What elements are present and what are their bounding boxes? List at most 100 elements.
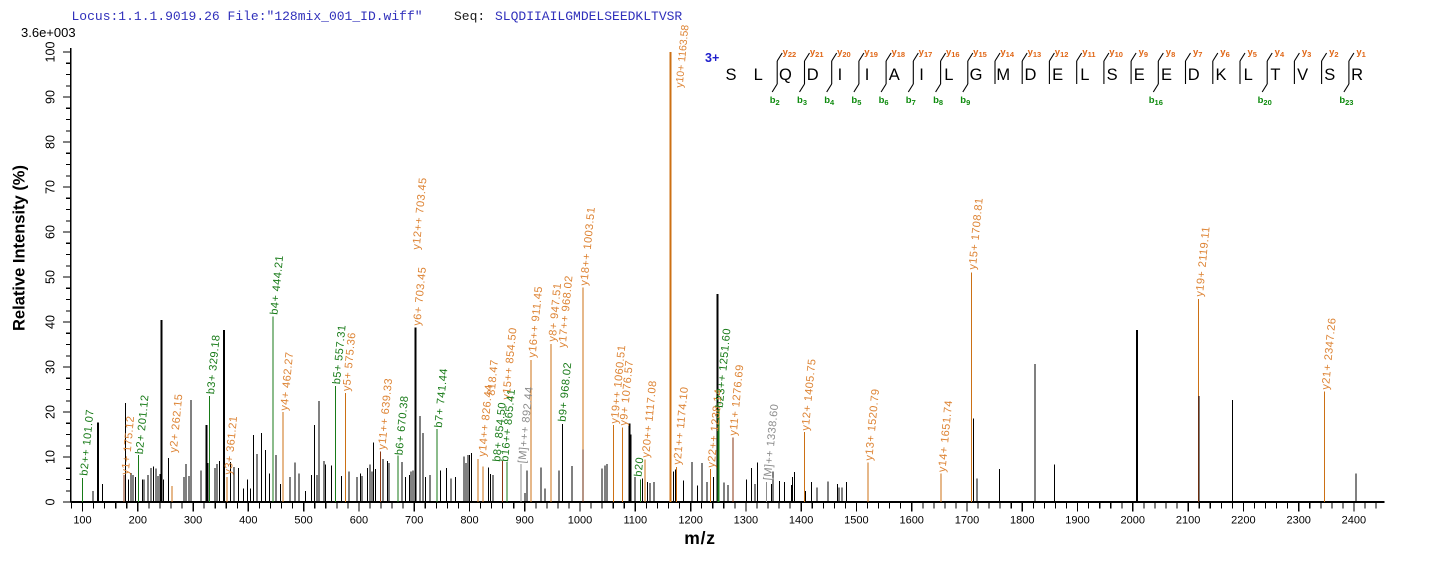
svg-text:y13: y13	[1028, 47, 1042, 59]
svg-text:b9: b9	[960, 95, 970, 107]
svg-text:y5+ 575.36: y5+ 575.36	[341, 332, 359, 392]
svg-text:3.6e+003: 3.6e+003	[21, 25, 76, 40]
svg-text:G: G	[970, 66, 983, 84]
svg-text:818.47: 818.47	[486, 359, 501, 396]
svg-text:30: 30	[44, 360, 58, 374]
svg-text:I: I	[919, 66, 924, 84]
svg-text:b7: b7	[906, 95, 916, 107]
svg-text:20: 20	[44, 405, 58, 419]
svg-text:b9+ 968.02: b9+ 968.02	[557, 362, 575, 423]
svg-text:b4: b4	[824, 95, 835, 107]
svg-text:E: E	[1134, 66, 1145, 84]
svg-text:I: I	[865, 66, 870, 84]
svg-text:2000: 2000	[1121, 515, 1145, 527]
svg-text:K: K	[1215, 66, 1226, 84]
svg-text:200: 200	[129, 515, 147, 527]
svg-text:Seq:: Seq:	[454, 9, 485, 24]
svg-text:y12: y12	[1055, 47, 1069, 59]
svg-text:m/z: m/z	[684, 528, 716, 548]
svg-text:R: R	[1351, 66, 1363, 84]
svg-text:1400: 1400	[789, 515, 813, 527]
svg-text:y8+ 947.51: y8+ 947.51	[547, 282, 565, 342]
svg-text:E: E	[1052, 66, 1063, 84]
svg-text:y7: y7	[1193, 47, 1202, 59]
svg-text:b5+ 557.31: b5+ 557.31	[331, 324, 349, 385]
svg-text:1800: 1800	[1010, 515, 1034, 527]
svg-text:Relative Intensity (%): Relative Intensity (%)	[11, 165, 29, 331]
svg-text:400: 400	[239, 515, 257, 527]
svg-text:Locus:1.1.1.9019.26 File:"128m: Locus:1.1.1.9019.26 File:"128mix_001_ID.…	[72, 9, 423, 24]
svg-text:1500: 1500	[844, 515, 868, 527]
svg-text:y2+ 262.15: y2+ 262.15	[168, 393, 186, 453]
svg-text:b5: b5	[851, 95, 861, 107]
svg-text:L: L	[1244, 66, 1253, 84]
svg-text:b6+ 670.38: b6+ 670.38	[393, 395, 411, 456]
svg-text:A: A	[889, 66, 900, 84]
svg-text:T: T	[1270, 66, 1280, 84]
svg-text:y22: y22	[783, 47, 797, 59]
svg-text:y16: y16	[946, 47, 960, 59]
svg-text:y21: y21	[810, 47, 824, 59]
svg-text:y3: y3	[1302, 47, 1311, 59]
svg-text:3+: 3+	[705, 51, 719, 65]
svg-text:b8+ 854.50: b8+ 854.50	[491, 402, 509, 463]
svg-text:y6: y6	[1220, 47, 1229, 59]
svg-text:b4+ 444.21: b4+ 444.21	[268, 255, 286, 316]
svg-text:2400: 2400	[1342, 515, 1366, 527]
svg-text:D: D	[1024, 66, 1036, 84]
svg-text:70: 70	[44, 180, 58, 194]
svg-text:500: 500	[294, 515, 312, 527]
svg-text:40: 40	[44, 315, 58, 329]
svg-text:2100: 2100	[1176, 515, 1200, 527]
svg-text:b2: b2	[770, 95, 780, 107]
svg-text:600: 600	[350, 515, 368, 527]
svg-text:y3+ 361.21: y3+ 361.21	[222, 415, 240, 475]
svg-text:Q: Q	[779, 66, 792, 84]
svg-text:900: 900	[516, 515, 534, 527]
svg-text:60: 60	[44, 225, 58, 239]
svg-text:y1: y1	[1356, 47, 1365, 59]
svg-text:b20: b20	[633, 457, 647, 478]
svg-text:1200: 1200	[678, 515, 702, 527]
svg-text:y19: y19	[864, 47, 878, 59]
svg-text:1000: 1000	[568, 515, 592, 527]
svg-text:L: L	[944, 66, 953, 84]
svg-text:D: D	[807, 66, 819, 84]
svg-text:b6: b6	[879, 95, 889, 107]
svg-text:b3+ 329.18: b3+ 329.18	[205, 334, 223, 395]
svg-text:b8: b8	[933, 95, 943, 107]
svg-text:0: 0	[44, 498, 58, 505]
svg-text:y1+ 175.12: y1+ 175.12	[120, 415, 138, 475]
svg-text:b20: b20	[1258, 95, 1272, 107]
svg-text:S: S	[1107, 66, 1118, 84]
svg-text:y4+ 462.27: y4+ 462.27	[278, 351, 296, 411]
svg-text:y15: y15	[973, 47, 987, 59]
svg-text:SLQDIIAILGMDELSEEDKLTVSR: SLQDIIAILGMDELSEEDKLTVSR	[495, 9, 682, 24]
svg-text:10: 10	[44, 450, 58, 464]
svg-text:90: 90	[44, 90, 58, 104]
svg-text:S: S	[725, 66, 736, 84]
svg-text:D: D	[1188, 66, 1200, 84]
svg-text:V: V	[1297, 66, 1308, 84]
svg-text:300: 300	[184, 515, 202, 527]
svg-text:1300: 1300	[734, 515, 758, 527]
svg-text:S: S	[1324, 66, 1335, 84]
svg-text:800: 800	[460, 515, 478, 527]
svg-text:b23: b23	[1339, 95, 1353, 107]
svg-text:y20: y20	[837, 47, 851, 59]
svg-text:E: E	[1161, 66, 1172, 84]
svg-text:b7+ 741.44: b7+ 741.44	[433, 368, 451, 429]
svg-text:100: 100	[73, 515, 91, 527]
svg-text:y14: y14	[1000, 47, 1014, 59]
svg-text:1700: 1700	[955, 515, 979, 527]
svg-text:1900: 1900	[1065, 515, 1089, 527]
svg-text:b16: b16	[1149, 95, 1163, 107]
svg-text:I: I	[838, 66, 843, 84]
svg-text:b2+ 201.12: b2+ 201.12	[134, 394, 152, 455]
svg-text:y6+ 703.45: y6+ 703.45	[411, 266, 429, 326]
svg-text:y5: y5	[1247, 47, 1256, 59]
svg-text:1600: 1600	[899, 515, 923, 527]
svg-text:y4: y4	[1275, 47, 1285, 59]
svg-text:2200: 2200	[1231, 515, 1255, 527]
svg-text:y11: y11	[1082, 47, 1095, 59]
